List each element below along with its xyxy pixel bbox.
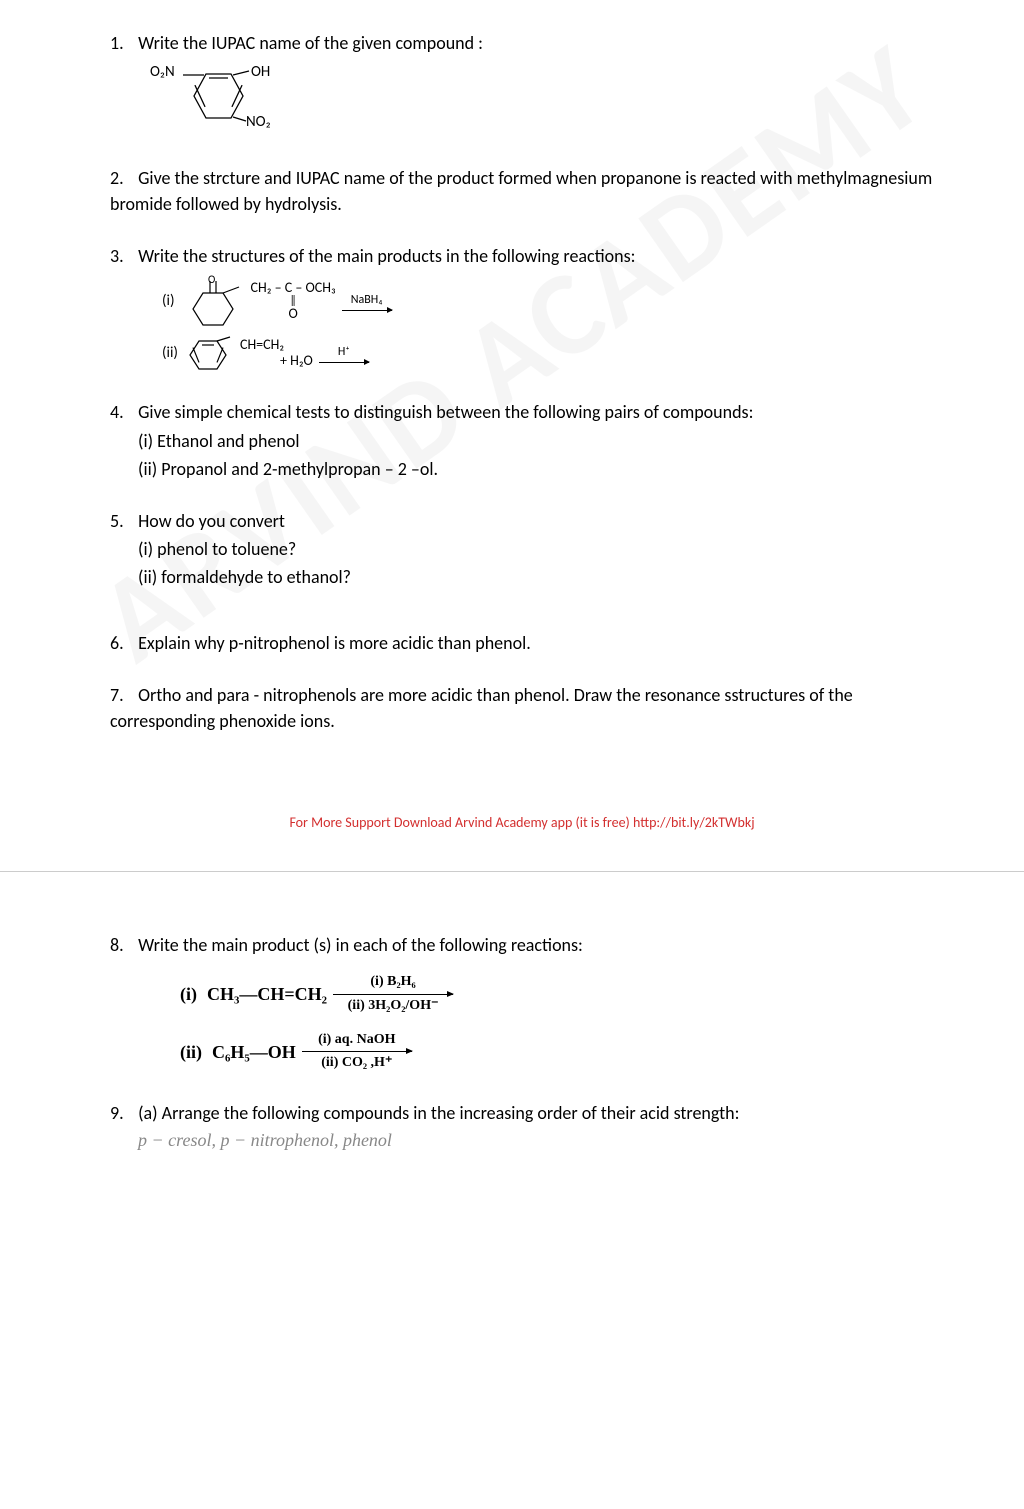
- q4-sub-2: (ii) Propanol and 2-methylpropan – 2 –ol…: [110, 456, 934, 482]
- q8-number: 8.: [110, 932, 134, 958]
- q3-r2-fragment: CH=CH₂: [240, 337, 313, 354]
- q7-number: 7.: [110, 682, 134, 708]
- reaction-arrow: (i) aq. NaOH (ii) CO₂ ,H⁺: [302, 1030, 412, 1074]
- question-1: 1. Write the IUPAC name of the given com…: [110, 30, 934, 139]
- q3-r1-oxygen: O: [288, 307, 297, 321]
- reaction-arrow: (i) B₂H₆ (ii) 3H₂O₂/OH⁻: [333, 972, 453, 1016]
- q7-text: Ortho and para - nitrophenols are more a…: [110, 684, 853, 732]
- q8-r1-index: (i): [180, 981, 197, 1007]
- question-5: 5. How do you convert (i) phenol to tolu…: [110, 508, 934, 590]
- q3-reaction-1: (i) O CH₂ – C – OCH₃ ‖ O NaBH₄: [110, 275, 934, 327]
- q8-reaction-2: (ii) C₆H₅—OH (i) aq. NaOH (ii) CO₂ ,H⁺: [110, 1030, 934, 1074]
- q6-number: 6.: [110, 630, 134, 656]
- q3-r2-plus: + H₂O: [240, 353, 313, 370]
- cyclohexanone-icon: O: [181, 275, 245, 327]
- question-2: 2. Give the strcture and IUPAC name of t…: [110, 165, 934, 217]
- q3-r1-fragment: CH₂ – C – OCH₃: [251, 281, 336, 295]
- q3-number: 3.: [110, 243, 134, 269]
- question-list: 1. Write the IUPAC name of the given com…: [110, 30, 934, 1151]
- q6-text: Explain why p-nitrophenol is more acidic…: [138, 632, 531, 654]
- q9-number: 9.: [110, 1100, 134, 1126]
- arrow-icon: [319, 362, 369, 363]
- q4-text: Give simple chemical tests to distinguis…: [138, 401, 753, 423]
- question-7: 7. Ortho and para - nitrophenols are mor…: [110, 682, 934, 734]
- q3-r2-index: (ii): [162, 343, 178, 365]
- q8-r2-above: (i) aq. NaOH: [318, 1030, 395, 1050]
- question-8: 8. Write the main product (s) in each of…: [110, 932, 934, 1073]
- q5-sub-2: (ii) formaldehyde to ethanol?: [110, 564, 934, 590]
- q4-number: 4.: [110, 399, 134, 425]
- q3-r1-reagent: NaBH₄: [351, 292, 383, 309]
- q5-sub-1: (i) phenol to toluene?: [110, 536, 934, 562]
- question-9: 9. (a) Arrange the following compounds i…: [110, 1100, 934, 1126]
- q1-structure: O₂N OH NO₂: [110, 62, 934, 139]
- arrow-icon: [333, 994, 453, 995]
- q3-text: Write the structures of the main product…: [138, 245, 635, 267]
- label-o2n: O₂N: [150, 63, 175, 81]
- q9-text: (a) Arrange the following compounds in t…: [138, 1102, 739, 1124]
- q8-r1-below: (ii) 3H₂O₂/OH⁻: [348, 996, 439, 1016]
- q5-text: How do you convert: [138, 510, 285, 532]
- q8-r2-index: (ii): [180, 1039, 202, 1065]
- arrow-icon: [342, 310, 392, 311]
- q3-r2-reagent: H⁺: [338, 344, 350, 361]
- label-oh: OH: [251, 63, 270, 81]
- q8-r2-below: (ii) CO₂ ,H⁺: [321, 1053, 392, 1073]
- arrow-icon: [302, 1051, 412, 1052]
- q3-reaction-2: (ii) CH=CH₂ + H₂O H⁺: [110, 333, 934, 373]
- benzene-icon: [184, 333, 234, 373]
- label-no2: NO₂: [246, 113, 271, 131]
- q1-number: 1.: [110, 30, 134, 56]
- q1-text: Write the IUPAC name of the given compou…: [138, 32, 483, 54]
- q2-text: Give the strcture and IUPAC name of the …: [110, 167, 932, 215]
- question-4: 4. Give simple chemical tests to disting…: [110, 399, 934, 481]
- q8-r1-above: (i) B₂H₆: [370, 972, 415, 992]
- q9-compound-list: p − cresol, p − nitrophenol, phenol: [110, 1130, 934, 1151]
- footer-note: For More Support Download Arvind Academy…: [110, 814, 934, 831]
- q3-r1-index: (i): [162, 291, 175, 313]
- q8-reaction-1: (i) CH₃—CH=CH₂ (i) B₂H₆ (ii) 3H₂O₂/OH⁻: [110, 972, 934, 1016]
- svg-text:O: O: [208, 275, 215, 286]
- q5-number: 5.: [110, 508, 134, 534]
- question-3: 3. Write the structures of the main prod…: [110, 243, 934, 373]
- q8-text: Write the main product (s) in each of th…: [138, 934, 583, 956]
- question-6: 6. Explain why p-nitrophenol is more aci…: [110, 630, 934, 656]
- q8-r2-reactant: C₆H₅—OH: [212, 1039, 296, 1065]
- q4-sub-1: (i) Ethanol and phenol: [110, 428, 934, 454]
- page-divider: [0, 871, 1024, 872]
- q8-r1-reactant: CH₃—CH=CH₂: [207, 981, 327, 1007]
- q2-number: 2.: [110, 165, 134, 191]
